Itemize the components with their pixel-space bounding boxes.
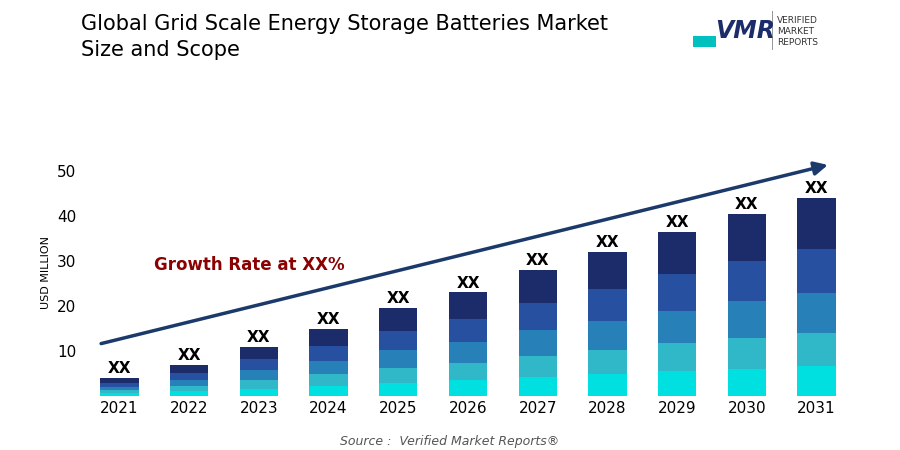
Bar — [797, 366, 836, 396]
Bar — [728, 338, 766, 369]
Bar — [170, 391, 208, 396]
Text: XX: XX — [735, 197, 759, 212]
Text: Source :  Verified Market Reports®: Source : Verified Market Reports® — [340, 436, 560, 449]
Text: VMR: VMR — [716, 19, 776, 44]
Bar — [239, 389, 278, 396]
Bar — [310, 346, 347, 361]
Bar — [100, 378, 139, 382]
Bar — [100, 390, 139, 393]
Bar — [589, 350, 626, 374]
Text: XX: XX — [248, 330, 271, 345]
Bar — [589, 252, 626, 289]
Bar — [170, 380, 208, 386]
Bar — [449, 342, 487, 363]
Bar — [797, 293, 836, 333]
Bar — [239, 380, 278, 389]
Bar — [797, 249, 836, 293]
Bar — [100, 393, 139, 396]
Bar — [239, 360, 278, 370]
Bar — [239, 346, 278, 360]
Bar — [728, 214, 766, 261]
Bar — [589, 289, 626, 321]
Bar — [239, 370, 278, 380]
Bar — [728, 301, 766, 338]
Bar — [379, 331, 418, 351]
Bar — [379, 351, 418, 368]
Bar — [310, 374, 347, 386]
Bar — [170, 373, 208, 380]
Bar — [170, 364, 208, 373]
Text: XX: XX — [177, 348, 201, 363]
Bar — [379, 383, 418, 396]
Bar — [518, 377, 557, 396]
Bar — [658, 232, 697, 274]
Bar — [518, 330, 557, 356]
Bar — [797, 198, 836, 249]
Bar — [589, 321, 626, 350]
Bar — [310, 386, 347, 396]
Bar — [728, 369, 766, 396]
Bar — [518, 270, 557, 303]
Bar — [658, 371, 697, 396]
Text: XX: XX — [108, 361, 131, 376]
Bar — [449, 320, 487, 342]
Bar — [379, 368, 418, 383]
Text: XX: XX — [665, 215, 688, 230]
Bar — [310, 361, 347, 374]
Bar — [379, 308, 418, 331]
Text: XX: XX — [596, 235, 619, 250]
Text: Growth Rate at XX%: Growth Rate at XX% — [154, 256, 345, 274]
Bar — [518, 356, 557, 377]
Bar — [518, 303, 557, 330]
Bar — [449, 292, 487, 320]
Bar — [728, 261, 766, 301]
Y-axis label: USD MILLION: USD MILLION — [41, 236, 51, 309]
Bar — [658, 343, 697, 371]
Bar — [449, 380, 487, 396]
Bar — [589, 374, 626, 396]
Bar — [658, 274, 697, 310]
Text: XX: XX — [805, 181, 828, 196]
Bar — [310, 328, 347, 346]
Bar — [100, 382, 139, 387]
Text: VERIFIED
MARKET
REPORTS: VERIFIED MARKET REPORTS — [777, 16, 818, 47]
Bar — [797, 333, 836, 366]
Text: XX: XX — [386, 292, 410, 306]
Bar — [449, 363, 487, 380]
Bar — [658, 310, 697, 343]
Text: XX: XX — [456, 276, 480, 291]
Bar — [170, 386, 208, 391]
Text: Global Grid Scale Energy Storage Batteries Market
Size and Scope: Global Grid Scale Energy Storage Batteri… — [81, 14, 608, 60]
Text: XX: XX — [317, 312, 340, 327]
Text: XX: XX — [526, 253, 550, 268]
Bar — [100, 387, 139, 390]
